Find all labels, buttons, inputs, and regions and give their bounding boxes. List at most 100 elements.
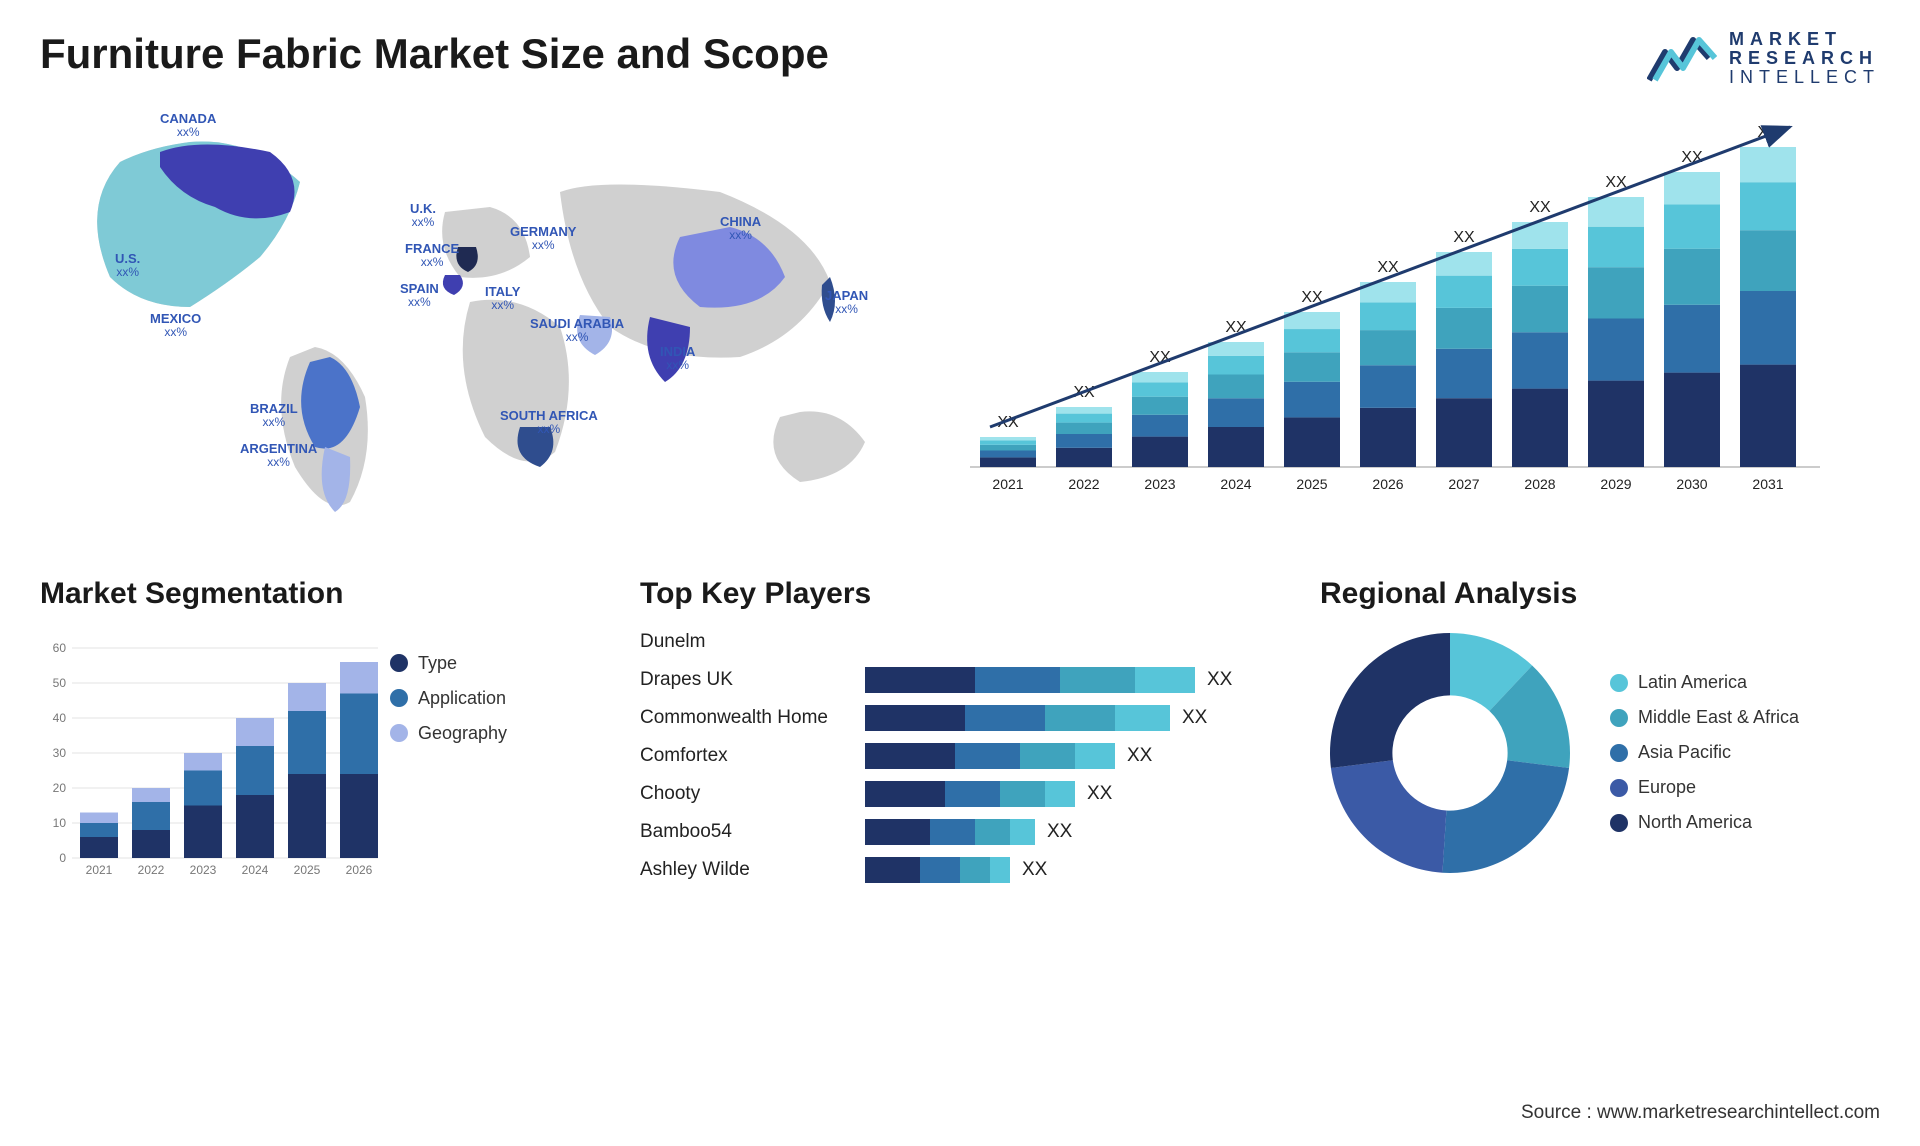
seg-legend-label: Geography [418,723,507,744]
map-label-pct: xx% [530,331,624,344]
player-value: XX [1087,783,1112,805]
map-label-pct: xx% [160,126,216,139]
map-label-name: MEXICO [150,311,201,326]
map-label-pct: xx% [660,359,695,372]
world-map: CANADAxx%U.S.xx%MEXICOxx%BRAZILxx%ARGENT… [40,107,940,537]
player-bar [865,857,1010,883]
regional-legend-dot [1610,709,1628,727]
player-row: Drapes UKXX [640,661,1280,699]
player-bar-seg [865,705,965,731]
regional-legend-dot [1610,814,1628,832]
forecast-year-label: 2024 [1220,476,1251,492]
map-label-pct: xx% [115,266,140,279]
seg-year-label: 2022 [138,863,165,877]
logo-line1: MARKET [1729,30,1880,49]
regional-legend-item: Latin America [1610,672,1799,693]
seg-year-label: 2023 [190,863,217,877]
player-bar-seg [975,819,1010,845]
seg-legend-label: Application [418,688,506,709]
player-name: Drapes UK [640,669,865,691]
seg-legend-dot [390,724,408,742]
forecast-year-label: 2023 [1144,476,1175,492]
forecast-bar-value: XX [1529,199,1551,216]
player-bar-seg [1060,667,1135,693]
map-label-name: ARGENTINA [240,441,317,456]
map-label: U.S.xx% [115,252,140,279]
map-label-name: SAUDI ARABIA [530,316,624,331]
map-label-pct: xx% [150,326,201,339]
player-name: Ashley Wilde [640,859,865,881]
player-bar-seg [1020,743,1075,769]
map-label-pct: xx% [410,216,436,229]
player-value: XX [1022,859,1047,881]
map-label-pct: xx% [240,456,317,469]
seg-legend-dot [390,654,408,672]
player-bar-seg [965,705,1045,731]
player-bar-seg [990,857,1010,883]
player-bar-seg [865,857,920,883]
seg-year-label: 2021 [86,863,113,877]
regional-legend-item: Europe [1610,777,1799,798]
seg-ytick: 0 [59,851,66,865]
map-label-name: JAPAN [825,288,868,303]
map-label-name: ITALY [485,284,520,299]
map-label-pct: xx% [720,229,761,242]
map-label-name: INDIA [660,344,695,359]
source-line: Source : www.marketresearchintellect.com [1521,1102,1880,1124]
regional-section: Regional Analysis Latin AmericaMiddle Ea… [1320,577,1880,889]
player-value: XX [1182,707,1207,729]
map-label-name: CHINA [720,214,761,229]
logo-line3: INTELLECT [1729,68,1880,87]
regional-legend-dot [1610,674,1628,692]
seg-legend-item: Type [390,653,507,674]
player-name: Bamboo54 [640,821,865,843]
segmentation-title: Market Segmentation [40,577,600,611]
source-value: www.marketresearchintellect.com [1597,1102,1880,1123]
player-row: Ashley Wilde XX [640,851,1280,889]
seg-ytick: 30 [53,746,67,760]
regional-legend-dot [1610,744,1628,762]
player-bar [865,705,1170,731]
map-label-name: SOUTH AFRICA [500,408,598,423]
regional-legend-item: Middle East & Africa [1610,707,1799,728]
segmentation-section: Market Segmentation 01020304050602021202… [40,577,600,889]
player-bar-seg [1010,819,1035,845]
seg-year-label: 2024 [242,863,269,877]
player-row: ChootyXX [640,775,1280,813]
map-label-name: U.K. [410,201,436,216]
forecast-bar-value: XX [1453,229,1475,246]
map-label-pct: xx% [485,299,520,312]
seg-year-label: 2025 [294,863,321,877]
map-label: GERMANYxx% [510,225,576,252]
player-bar-seg [1115,705,1170,731]
page-title: Furniture Fabric Market Size and Scope [40,30,829,78]
map-label-name: SPAIN [400,281,439,296]
forecast-year-label: 2022 [1068,476,1099,492]
map-label: JAPANxx% [825,289,868,316]
logo-mark-icon [1647,30,1717,86]
map-label-name: FRANCE [405,241,459,256]
regional-legend: Latin AmericaMiddle East & AfricaAsia Pa… [1610,672,1799,833]
player-bar [865,667,1195,693]
player-row: Bamboo54 XX [640,813,1280,851]
map-label-name: BRAZIL [250,401,298,416]
logo-line2: RESEARCH [1729,49,1880,68]
regional-legend-label: Europe [1638,777,1696,798]
forecast-year-label: 2026 [1372,476,1403,492]
player-row: ComfortexXX [640,737,1280,775]
segmentation-legend: Type Application Geography [390,623,507,883]
seg-ytick: 50 [53,676,67,690]
player-bar [865,743,1115,769]
forecast-year-label: 2030 [1676,476,1707,492]
map-label: SAUDI ARABIAxx% [530,317,624,344]
player-value: XX [1047,821,1072,843]
player-bar-seg [865,781,945,807]
seg-year-label: 2026 [346,863,373,877]
player-bar-seg [955,743,1020,769]
map-label-pct: xx% [500,423,598,436]
seg-ytick: 40 [53,711,67,725]
seg-legend-item: Application [390,688,507,709]
map-label: U.K.xx% [410,202,436,229]
forecast-year-label: 2031 [1752,476,1783,492]
map-label: CHINAxx% [720,215,761,242]
